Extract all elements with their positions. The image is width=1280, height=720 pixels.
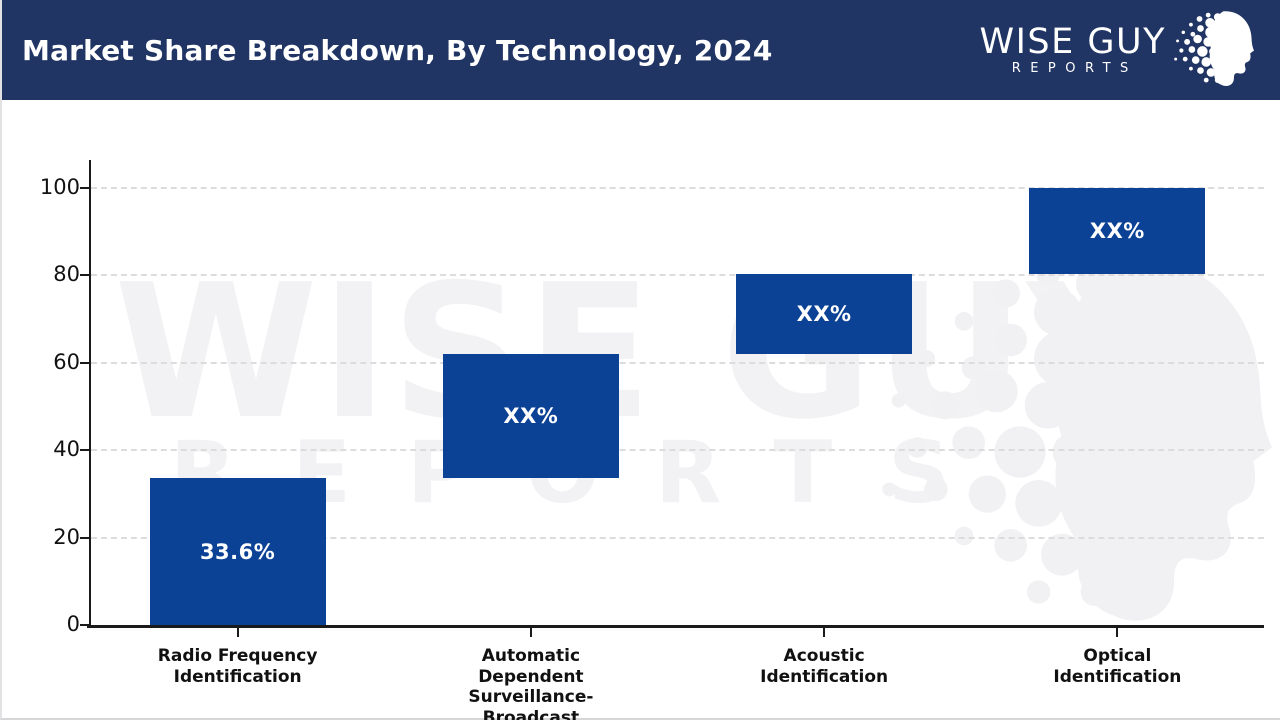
y-ticklabel-0: 0 <box>66 612 80 636</box>
gridline-y-60 <box>91 361 1264 364</box>
header-bar: Market Share Breakdown, By Technology, 2… <box>2 0 1280 100</box>
y-tickmark-80 <box>80 274 89 277</box>
bar-segment: XX% <box>736 274 913 355</box>
watermark-brand-text: WISE GUY <box>114 244 1163 460</box>
page-title: Market Share Breakdown, By Technology, 2… <box>22 33 773 67</box>
y-axis-line <box>89 160 91 628</box>
brand-logo: WISE GUY REPORTS <box>979 8 1254 92</box>
category-label: Acoustic Identification <box>760 646 889 687</box>
y-ticklabel-100: 100 <box>39 175 80 199</box>
y-tickmark-40 <box>80 449 89 452</box>
bar-segment: XX% <box>442 354 619 479</box>
category-label: Optical Identification <box>1053 646 1182 687</box>
dotted-head-profile-icon <box>1174 11 1254 86</box>
x-tickmark <box>529 628 532 637</box>
y-tickmark-100 <box>80 187 89 189</box>
y-ticklabel-40: 40 <box>53 437 80 462</box>
chart-area: WISE GUY REPORTS <box>2 100 1280 720</box>
bar-value-label: XX% <box>796 302 852 327</box>
x-tickmark <box>823 628 826 637</box>
x-tickmark <box>1116 628 1119 637</box>
brand-name-text: WISE GUY <box>979 21 1166 62</box>
x-tickmark <box>236 628 239 637</box>
gridline-y-100 <box>91 187 1264 189</box>
category-label: Automatic Dependent Surveillance- Broadc… <box>468 646 594 720</box>
y-tickmark-0 <box>80 624 89 626</box>
y-ticklabel-60: 60 <box>53 349 80 374</box>
category-label: Radio Frequency Identification <box>157 646 318 687</box>
watermark-dotted-head-icon <box>882 255 1272 621</box>
y-tickmark-60 <box>80 361 89 364</box>
y-ticklabel-20: 20 <box>53 524 80 549</box>
bar-segment: 33.6% <box>149 478 326 625</box>
bar-segment: XX% <box>1029 188 1206 275</box>
brand-wordmark: WISE GUY REPORTS <box>979 21 1166 77</box>
gridline-y-40 <box>91 449 1264 452</box>
gridline-y-80 <box>91 274 1264 277</box>
plot-area: 0 20 40 60 80 100 33.6% Radio Frequency Identif… <box>40 160 1264 720</box>
bar-value-label: 33.6% <box>199 539 276 564</box>
bar-value-label: XX% <box>503 404 559 429</box>
y-tickmark-20 <box>80 536 89 539</box>
y-ticklabel-80: 80 <box>53 262 80 287</box>
x-axis-line <box>87 625 1264 628</box>
gridline-y-20 <box>91 536 1264 539</box>
bar-value-label: XX% <box>1089 219 1145 244</box>
brand-subtitle-text: REPORTS <box>1011 61 1138 77</box>
